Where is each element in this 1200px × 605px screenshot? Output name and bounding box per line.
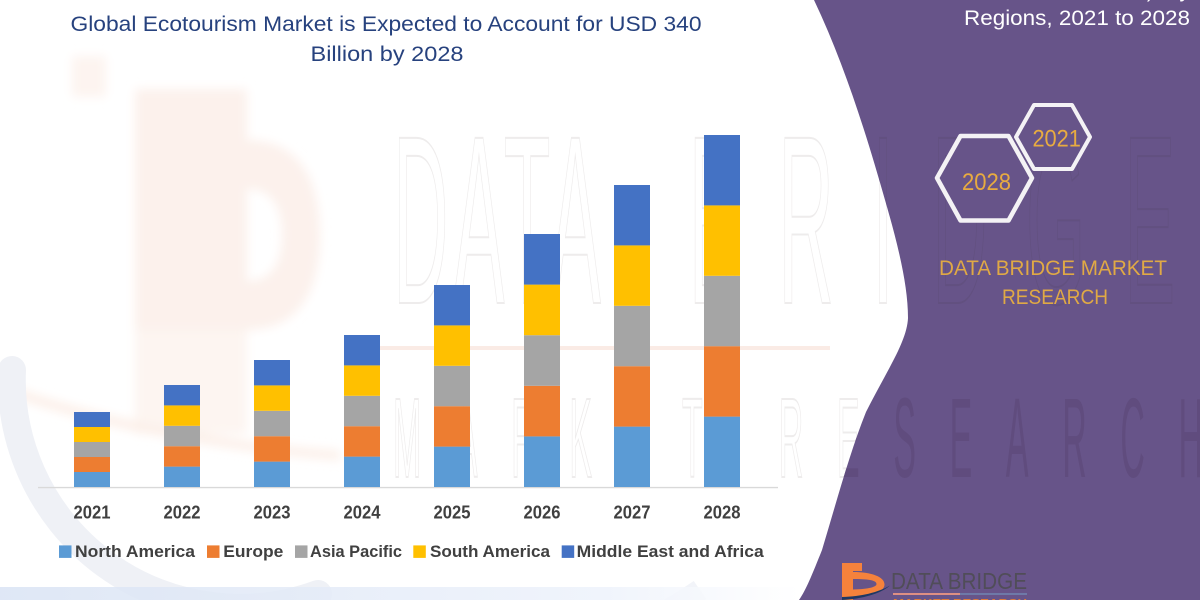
svg-text:2023: 2023 xyxy=(254,503,291,523)
svg-text:2026: 2026 xyxy=(524,503,561,523)
svg-text:2021: 2021 xyxy=(74,503,111,523)
svg-text:2028: 2028 xyxy=(704,503,741,523)
svg-text:Middle East and Africa: Middle East and Africa xyxy=(577,542,765,561)
svg-text:), By: ), By xyxy=(1147,0,1191,2)
svg-text:South America: South America xyxy=(430,542,551,561)
svg-text:Asia Pacific: Asia Pacific xyxy=(310,542,402,561)
svg-text:2022: 2022 xyxy=(164,503,201,523)
svg-text:DATA BRIDGE: DATA BRIDGE xyxy=(891,568,1027,594)
svg-text:2027: 2027 xyxy=(614,503,651,523)
svg-text:DATA BRIDGE MARKET: DATA BRIDGE MARKET xyxy=(939,256,1167,280)
svg-text:RESEARCH: RESEARCH xyxy=(1002,285,1108,309)
svg-text:Europe: Europe xyxy=(223,542,283,561)
svg-text:2028: 2028 xyxy=(962,169,1011,196)
svg-text:Global Ecotourism Market is Ex: Global Ecotourism Market is Expected to … xyxy=(71,12,702,36)
svg-text:2024: 2024 xyxy=(344,503,381,523)
svg-text:2025: 2025 xyxy=(434,503,471,523)
svg-text:Regions, 2021 to 2028: Regions, 2021 to 2028 xyxy=(964,7,1190,30)
svg-text:2021: 2021 xyxy=(1032,125,1081,152)
svg-text:Billion by 2028: Billion by 2028 xyxy=(311,42,464,66)
svg-text:North America: North America xyxy=(75,542,196,561)
